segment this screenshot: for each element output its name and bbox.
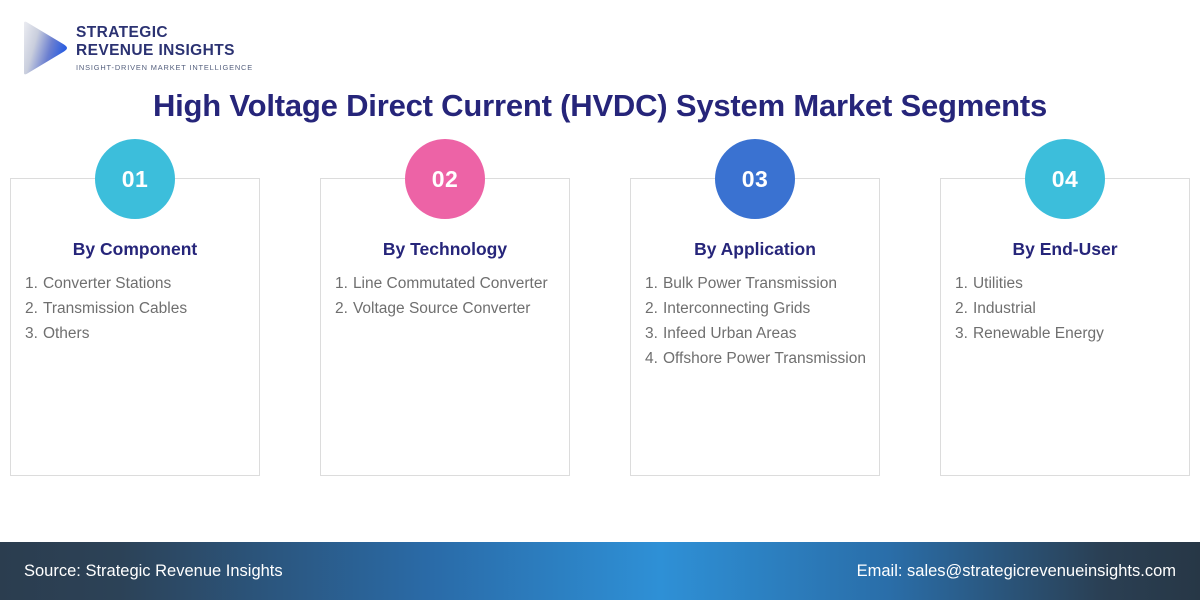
- list-item-label: Industrial: [972, 300, 1036, 317]
- list-item-label: Interconnecting Grids: [662, 300, 811, 317]
- list-item-number: 2.: [645, 300, 658, 317]
- logo-tagline: INSIGHT-DRIVEN MARKET INTELLIGENCE: [76, 62, 254, 72]
- segment-heading: By Component: [72, 239, 198, 259]
- segment-number-badge: 04: [1025, 139, 1105, 219]
- chevron-arrow-icon: [20, 20, 68, 76]
- list-item-number: 1.: [955, 275, 968, 292]
- footer-source: Source: Strategic Revenue Insights: [24, 561, 283, 580]
- page-title: High Voltage Direct Current (HVDC) Syste…: [152, 88, 1048, 123]
- list-item: 3. Infeed Urban Areas: [645, 321, 869, 346]
- list-item-label: Utilities: [972, 275, 1023, 292]
- segment-item-list: 1. Bulk Power Transmission 2. Interconne…: [645, 271, 869, 371]
- brand-logo: STRATEGIC REVENUE INSIGHTS INSIGHT-DRIVE…: [20, 16, 280, 80]
- list-item-number: 1.: [645, 275, 658, 292]
- list-item: 2. Voltage Source Converter: [335, 296, 559, 321]
- segment-card-row: 01 By Component 1. Converter Stations 2.…: [10, 139, 1190, 476]
- list-item-label: Others: [42, 325, 90, 342]
- list-item-label: Renewable Energy: [972, 325, 1104, 342]
- segment-heading: By Technology: [382, 239, 508, 259]
- segment-heading: By Application: [694, 239, 816, 259]
- list-item: 1. Utilities: [955, 271, 1179, 296]
- list-item-label: Offshore Power Transmission: [662, 350, 866, 367]
- list-item-label: Infeed Urban Areas: [662, 325, 797, 342]
- segment-item-list: 1. Utilities 2. Industrial 3. Renewable …: [955, 271, 1179, 346]
- list-item-label: Converter Stations: [42, 275, 172, 292]
- list-item-number: 3.: [645, 325, 658, 342]
- list-item-number: 2.: [335, 300, 348, 317]
- list-item-number: 1.: [335, 275, 348, 292]
- list-item: 2. Interconnecting Grids: [645, 296, 869, 321]
- segment-item-list: 1. Line Commutated Converter 2. Voltage …: [335, 271, 559, 321]
- list-item-number: 2.: [955, 300, 968, 317]
- list-item: 2. Transmission Cables: [25, 296, 249, 321]
- logo-line-1: STRATEGIC: [76, 24, 169, 42]
- list-item-label: Transmission Cables: [42, 300, 188, 317]
- list-item: 4. Offshore Power Transmission: [645, 346, 869, 371]
- segment-number-badge: 03: [715, 139, 795, 219]
- logo-line-2: REVENUE INSIGHTS: [76, 41, 235, 59]
- segment-card: 02 By Technology 1. Line Commutated Conv…: [320, 139, 570, 476]
- footer-email[interactable]: Email: sales@strategicrevenueinsights.co…: [856, 561, 1176, 580]
- list-item-number: 4.: [645, 350, 658, 367]
- list-item-number: 3.: [25, 325, 38, 342]
- list-item-label: Voltage Source Converter: [352, 300, 531, 317]
- list-item: 2. Industrial: [955, 296, 1179, 321]
- list-item: 3. Others: [25, 321, 249, 346]
- list-item-number: 3.: [955, 325, 968, 342]
- list-item: 1. Bulk Power Transmission: [645, 271, 869, 296]
- list-item-label: Bulk Power Transmission: [662, 275, 837, 292]
- segment-number-badge: 01: [95, 139, 175, 219]
- list-item: 1. Converter Stations: [25, 271, 249, 296]
- list-item-label: Line Commutated Converter: [352, 275, 548, 292]
- logo-wordmark: STRATEGIC REVENUE INSIGHTS INSIGHT-DRIVE…: [76, 24, 253, 72]
- segment-card: 04 By End-User 1. Utilities 2. Industria…: [940, 139, 1190, 476]
- list-item: 3. Renewable Energy: [955, 321, 1179, 346]
- list-item: 1. Line Commutated Converter: [335, 271, 559, 296]
- segment-card: 03 By Application 1. Bulk Power Transmis…: [630, 139, 880, 476]
- footer-bar: Source: Strategic Revenue Insights Email…: [0, 542, 1200, 600]
- segment-heading: By End-User: [1012, 239, 1118, 259]
- segment-item-list: 1. Converter Stations 2. Transmission Ca…: [25, 271, 249, 346]
- list-item-number: 2.: [25, 300, 38, 317]
- segment-card: 01 By Component 1. Converter Stations 2.…: [10, 139, 260, 476]
- list-item-number: 1.: [25, 275, 38, 292]
- segment-number-badge: 02: [405, 139, 485, 219]
